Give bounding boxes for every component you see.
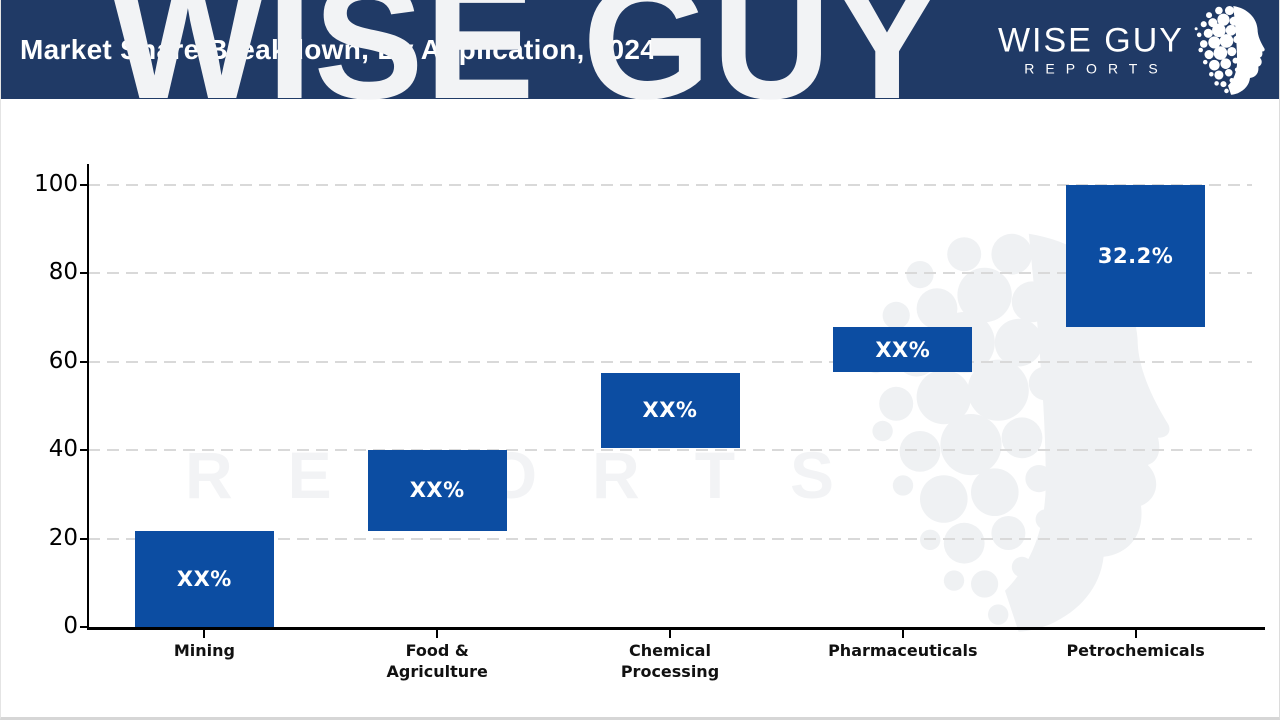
x-axis-label: Chemical Processing (620, 641, 720, 681)
bar-value-label: XX% (409, 478, 465, 503)
gridline (88, 537, 1252, 540)
y-axis-tick (80, 360, 88, 363)
y-tick-label: 20 (48, 524, 78, 551)
header-bar: Market Share Breakdown, By Application, … (0, 0, 1280, 99)
logo-wordmark: WISE GUY (997, 21, 1184, 60)
y-tick-label: 80 (48, 259, 78, 285)
y-axis-tick (80, 537, 88, 540)
bar: 32.2% (1066, 184, 1206, 327)
bar-value-label: 32.2% (1097, 243, 1174, 268)
bar-value-label: XX% (875, 337, 931, 362)
watermark-wordmark: WISE GUY (110, 0, 944, 133)
y-axis-tick (80, 183, 88, 186)
x-axis-label: Food & Agriculture (386, 641, 488, 681)
x-axis (87, 627, 1265, 630)
logo-subtitle: REPORTS (1024, 60, 1169, 77)
y-tick-label: 100 (34, 170, 78, 197)
y-axis-tick (80, 449, 88, 451)
y-tick-label: 60 (48, 347, 78, 374)
bar: XX% (367, 450, 507, 531)
x-axis-label: Pharmaceuticals (828, 641, 978, 660)
x-axis-tick (901, 630, 904, 638)
wiseguy-logo: WISE GUY REPORTS (998, 4, 1266, 95)
bar: XX% (833, 327, 973, 372)
gridline (88, 449, 1252, 451)
chart-title: Market Share Breakdown, By Application, … (20, 33, 657, 65)
wiseguy-head-icon (1194, 5, 1265, 95)
x-axis-tick (1134, 630, 1137, 638)
x-axis-tick (436, 630, 439, 638)
y-tick-label: 0 (63, 613, 78, 639)
y-axis-tick (80, 626, 88, 628)
y-tick-label: 40 (48, 436, 78, 462)
x-axis-tick (203, 630, 206, 638)
bar: XX% (600, 372, 740, 449)
y-axis-tick (80, 272, 88, 274)
x-axis-label: Mining (173, 641, 235, 660)
gridline (88, 360, 1252, 363)
bar: XX% (134, 530, 274, 627)
y-axis (87, 164, 89, 629)
wiseguy-logo-text: WISE GUY REPORTS (998, 24, 1184, 76)
gridline (88, 183, 1252, 186)
x-axis-tick (669, 630, 671, 638)
bar-value-label: XX% (176, 566, 232, 591)
bar-value-label: XX% (642, 398, 698, 423)
x-axis-label: Petrochemicals (1066, 641, 1205, 660)
gridline (88, 272, 1252, 274)
